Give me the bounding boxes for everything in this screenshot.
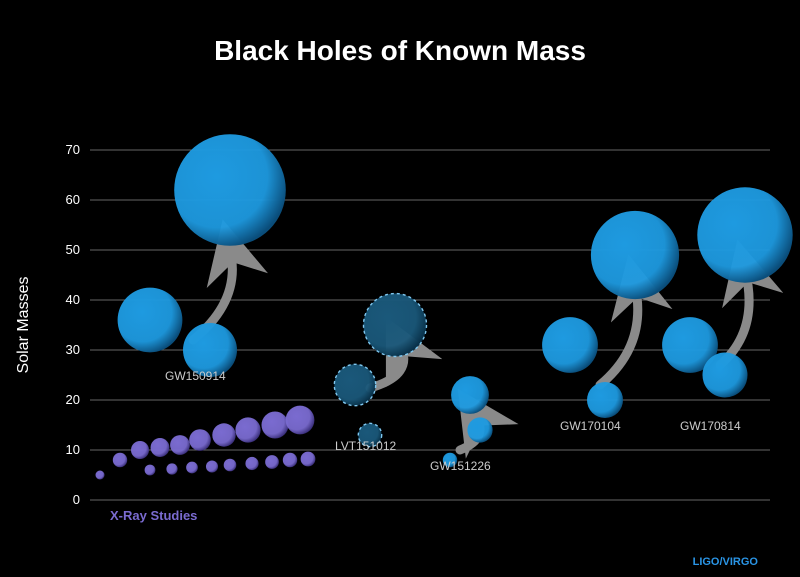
detected-black-hole (703, 353, 748, 398)
xray-black-hole (186, 462, 198, 474)
ytick-label: 60 (66, 192, 80, 207)
ytick-label: 20 (66, 392, 80, 407)
xray-black-hole (262, 412, 289, 439)
xray-black-hole (145, 465, 156, 476)
xray-black-hole (265, 455, 279, 469)
xray-black-hole (286, 406, 315, 435)
xray-black-hole (113, 453, 127, 467)
ytick-label: 40 (66, 292, 80, 307)
detected-black-hole (591, 211, 679, 299)
detected-black-hole (174, 134, 286, 246)
ytick-label: 10 (66, 442, 80, 457)
ytick-label: 30 (66, 342, 80, 357)
ytick-label: 50 (66, 242, 80, 257)
ytick-label: 70 (66, 142, 80, 157)
event-label: GW170814 (680, 419, 741, 433)
chart-background (0, 0, 800, 577)
detected-black-hole (542, 317, 598, 373)
y-axis-label: Solar Masses (15, 277, 32, 374)
event-label: LVT151012 (335, 439, 396, 453)
xray-black-hole (235, 417, 260, 442)
detected-black-hole (118, 288, 183, 353)
xray-studies-label: X-Ray Studies (110, 508, 197, 523)
xray-black-hole (301, 452, 316, 467)
xray-black-hole (96, 471, 105, 480)
chart-title: Black Holes of Known Mass (214, 35, 586, 66)
event-label: GW150914 (165, 369, 226, 383)
xray-black-hole (245, 457, 258, 470)
ytick-label: 0 (73, 492, 80, 507)
xray-black-hole (151, 438, 170, 457)
xray-black-hole (189, 429, 211, 451)
xray-black-hole (166, 463, 177, 474)
xray-black-hole (170, 435, 190, 455)
xray-black-hole (283, 453, 297, 467)
detected-black-hole (451, 376, 489, 414)
detected-black-hole (587, 382, 623, 418)
xray-black-hole (212, 423, 235, 446)
xray-black-hole (131, 441, 149, 459)
detected-black-hole (467, 417, 492, 442)
xray-black-hole (206, 460, 218, 472)
event-label: GW151226 (430, 459, 491, 473)
event-label: GW170104 (560, 419, 621, 433)
detected-black-hole (697, 187, 792, 282)
credit-label: LIGO/VIRGO (693, 556, 759, 568)
black-holes-chart: 0 10 20 30 40 50 60 70 Solar Masses Black Holes o… (0, 0, 800, 577)
xray-black-hole (224, 459, 237, 472)
